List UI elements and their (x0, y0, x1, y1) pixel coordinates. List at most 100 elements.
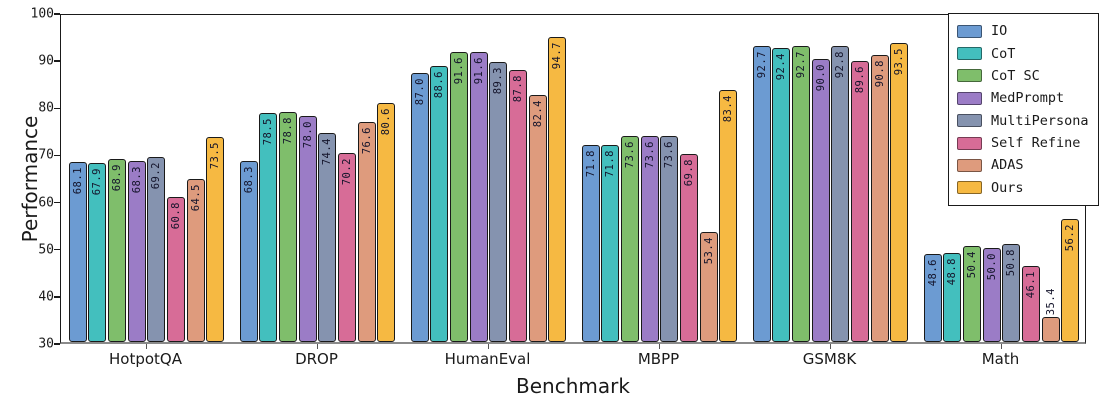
bar-value-label: 68.3 (242, 166, 255, 194)
x-tick-mark (1000, 344, 1002, 349)
bar-value-label: 46.1 (1025, 271, 1038, 299)
bar-value-label: 35.4 (1044, 288, 1057, 316)
bar-value-label: 87.0 (413, 78, 426, 106)
bar-io-hotpotqa: 68.1 (68, 162, 87, 342)
bar-adas-gsm8k: 90.8 (870, 55, 889, 342)
x-tick-label-humaneval: HumanEval (444, 350, 531, 368)
y-tick-mark (54, 154, 60, 157)
x-tick-label-gsm8k: GSM8K (802, 350, 857, 368)
y-tick-mark (54, 13, 60, 15)
x-tick-label-hotpotqa: HotpotQA (109, 350, 182, 368)
bar-self-refine-hotpotqa: 60.8 (167, 196, 186, 342)
bar-value-label: 89.3 (492, 67, 505, 95)
bar-value-label: 74.4 (321, 137, 334, 165)
y-tick-mark (54, 60, 60, 62)
bar-value-label: 80.6 (380, 108, 393, 136)
legend-item-self-refine: Self Refine (957, 135, 1090, 151)
legend-label: IO (991, 23, 1008, 40)
bar-cot-sc-humaneval: 91.6 (449, 51, 468, 342)
bar-io-drop: 68.3 (239, 161, 258, 342)
bar-value-label: 90.0 (814, 64, 827, 92)
bar-multipersona-mbpp: 73.6 (660, 136, 679, 342)
bar-cot-sc-math: 50.4 (962, 245, 981, 342)
legend-label: MedPrompt (991, 90, 1065, 107)
bar-adas-mbpp: 53.4 (699, 231, 718, 342)
bar-value-label: 92.7 (794, 51, 807, 79)
bar-value-label: 82.4 (531, 99, 544, 128)
bar-value-label: 94.7 (551, 42, 564, 70)
bar-multipersona-math: 50.8 (1002, 243, 1021, 342)
bar-value-label: 53.4 (702, 236, 715, 264)
legend-swatch (957, 158, 982, 172)
bar-value-label: 73.5 (209, 141, 222, 170)
bar-value-label: 70.2 (341, 157, 354, 185)
bar-value-label: 50.8 (1005, 248, 1018, 277)
bar-value-label: 87.8 (512, 74, 525, 102)
bar-value-label: 67.9 (91, 168, 104, 196)
bar-self-refine-math: 46.1 (1022, 266, 1041, 342)
bar-value-label: 73.6 (643, 141, 656, 169)
bar-value-label: 91.6 (472, 56, 485, 84)
bar-adas-math: 35.4 (1041, 288, 1060, 342)
y-tick-label: 70 (38, 147, 54, 163)
legend-item-medprompt: MedPrompt (957, 90, 1090, 106)
bar-value-label: 92.7 (755, 51, 768, 79)
bar-cot-sc-drop: 78.8 (278, 111, 297, 342)
bar-value-label: 73.6 (623, 141, 636, 169)
legend-item-ours: Ours (957, 180, 1090, 196)
bar-medprompt-gsm8k: 90.0 (811, 59, 830, 342)
bar-cot-hotpotqa: 67.9 (88, 163, 107, 342)
x-tick-mark (487, 344, 489, 349)
bar-multipersona-gsm8k: 92.8 (831, 45, 850, 342)
bar-adas-humaneval: 82.4 (528, 94, 547, 342)
legend-label: Ours (991, 179, 1024, 196)
legend-item-cot-sc: CoT SC (957, 68, 1090, 84)
bar-io-math: 48.6 (923, 254, 942, 342)
bar-value-label: 50.0 (985, 252, 998, 281)
bar-multipersona-humaneval: 89.3 (489, 62, 508, 342)
y-tick-mark (54, 248, 60, 251)
x-tick-label-math: Math (981, 350, 1020, 368)
y-tick-label: 60 (38, 195, 54, 211)
y-tick-label: 50 (38, 242, 54, 258)
bar-value-label: 69.2 (150, 162, 163, 190)
bar-self-refine-humaneval: 87.8 (509, 69, 528, 342)
bar-io-mbpp: 71.8 (581, 144, 600, 342)
bar-cot-drop: 78.5 (259, 113, 278, 342)
bar-ours-drop: 80.6 (377, 103, 396, 342)
y-tick-mark (54, 107, 60, 110)
bar-ours-gsm8k: 93.5 (890, 42, 909, 342)
x-tick-label-mbpp: MBPP (637, 350, 680, 368)
legend-swatch (957, 91, 982, 105)
bar-self-refine-drop: 70.2 (338, 152, 357, 342)
bar-value-label: 68.1 (71, 167, 84, 195)
legend-label: CoT (991, 45, 1016, 62)
x-axis-label: Benchmark (516, 374, 630, 398)
y-tick-mark (54, 343, 60, 345)
bar-ours-hotpotqa: 73.5 (206, 136, 225, 342)
bar-value-label: 92.8 (834, 50, 847, 79)
bar-value-label: 83.4 (722, 95, 735, 123)
bar-self-refine-gsm8k: 89.6 (851, 61, 870, 342)
legend-swatch (957, 136, 982, 150)
legend-swatch (957, 114, 982, 128)
bar-ours-mbpp: 83.4 (719, 90, 738, 342)
bar-cot-sc-gsm8k: 92.7 (791, 46, 810, 342)
bar-value-label: 76.6 (360, 127, 373, 155)
bar-value-label: 64.5 (189, 184, 202, 212)
bar-ours-humaneval: 94.7 (548, 37, 567, 342)
bar-value-label: 71.8 (604, 149, 617, 178)
legend-swatch (957, 24, 982, 38)
bar-medprompt-hotpotqa: 68.3 (127, 161, 146, 342)
y-tick-label: 100 (30, 6, 54, 22)
y-tick-mark (54, 201, 60, 204)
bar-medprompt-math: 50.0 (982, 247, 1001, 342)
x-tick-mark (829, 344, 831, 349)
legend-label: Self Refine (991, 135, 1081, 152)
bar-value-label: 68.3 (130, 166, 143, 194)
bar-cot-mbpp: 71.8 (601, 144, 620, 342)
bar-value-label: 60.8 (170, 201, 183, 230)
bar-value-label: 92.4 (775, 52, 788, 81)
legend-item-multipersona: MultiPersona (957, 113, 1090, 129)
